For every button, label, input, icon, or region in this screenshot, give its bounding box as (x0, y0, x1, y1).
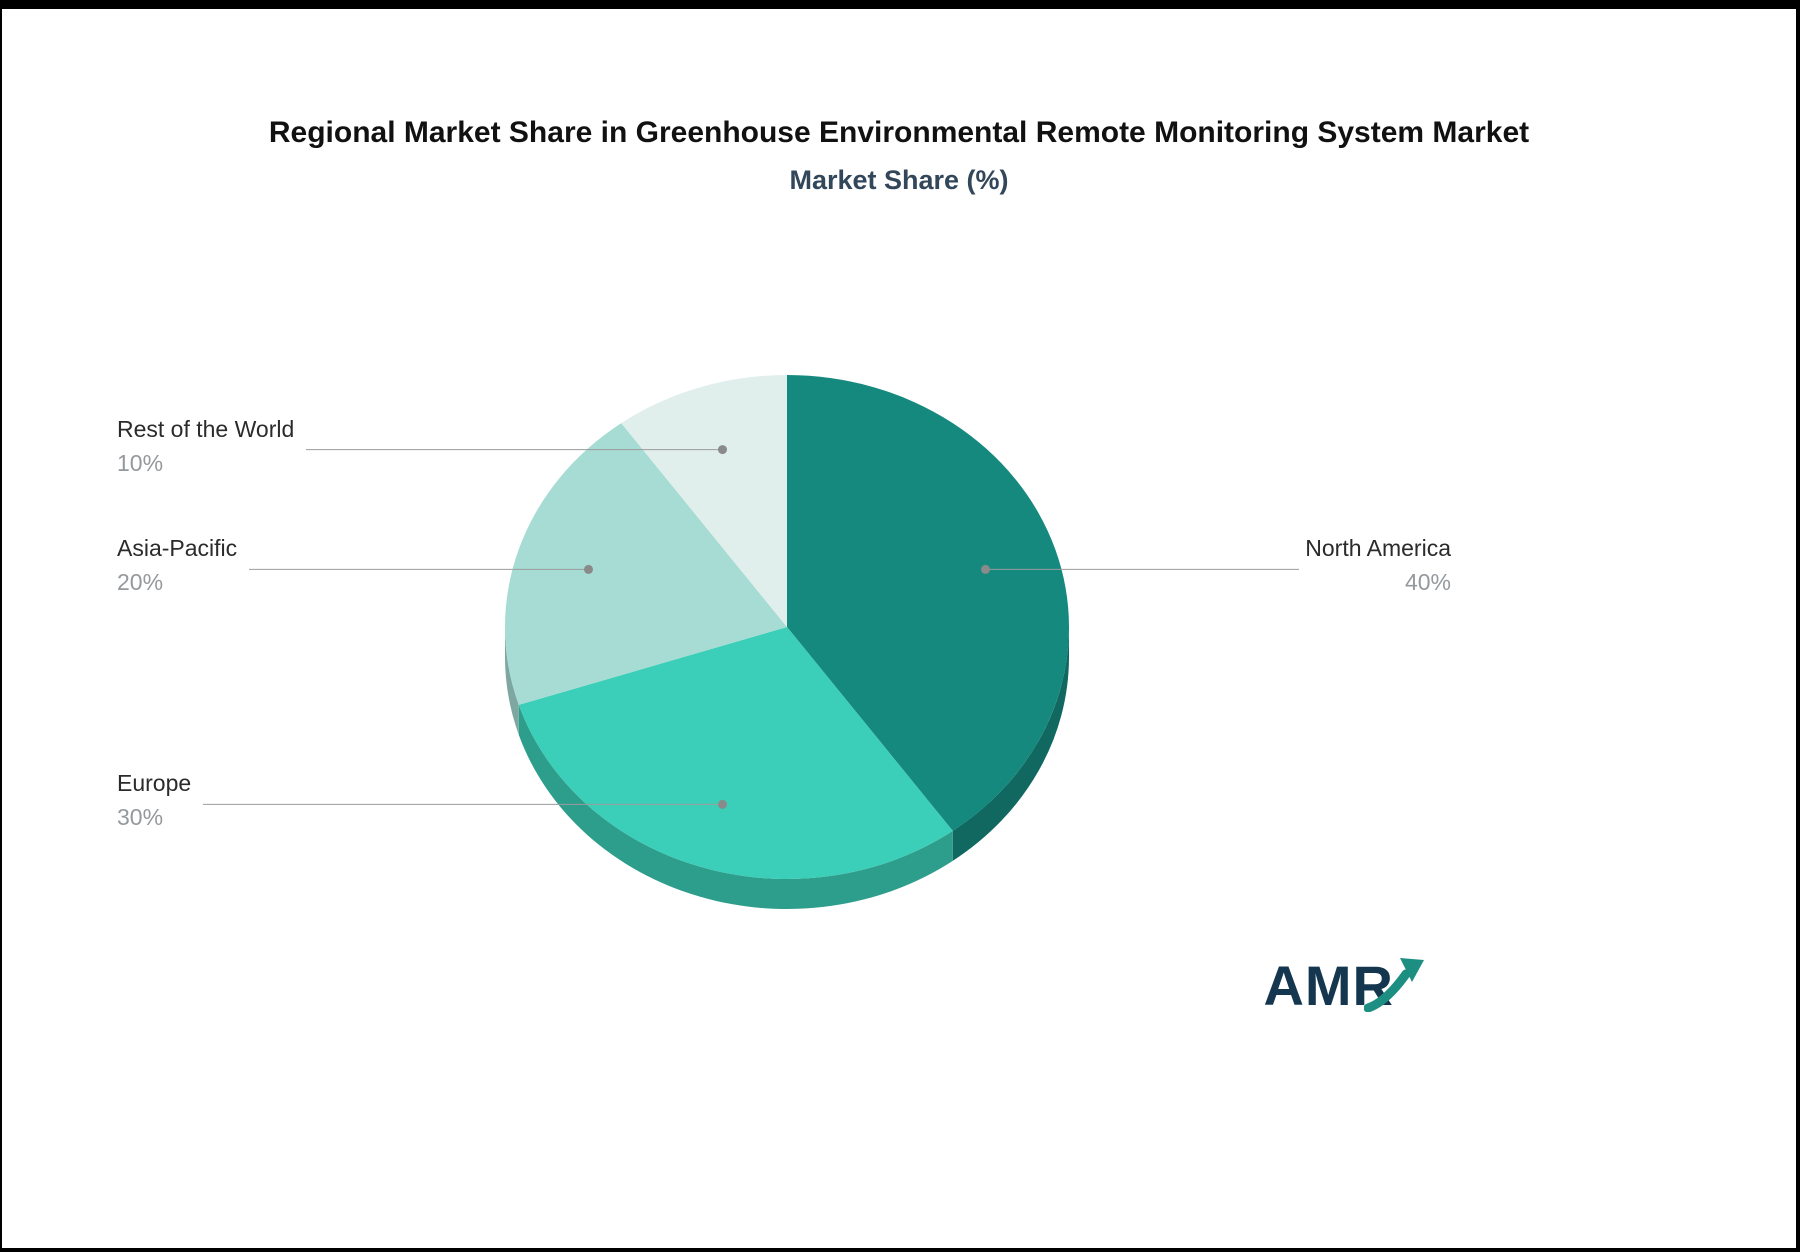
leader-dot (718, 799, 727, 809)
pie-slice-europe[interactable] (518, 627, 953, 880)
slice-value-row: 20% (117, 565, 237, 599)
leader-dot (584, 564, 593, 574)
slice-value-row: 40% (1305, 565, 1451, 599)
pie-slice-north-america[interactable] (787, 375, 1070, 831)
slice-label-row: Asia-Pacific (117, 531, 237, 565)
pie-slice-side-europe (518, 704, 953, 910)
amr-logo: AMR (1263, 953, 1426, 1018)
slice-label-row: Europe (117, 766, 191, 800)
amr-logo-arrow-icon (1364, 958, 1424, 1012)
chart-subtitle: Market Share (%) (789, 165, 1009, 195)
pie-slice-rest-of-the-world[interactable] (621, 375, 787, 627)
pie-slice-side-north-america (952, 627, 1069, 861)
slice-label: Europe (117, 770, 192, 797)
leader-dot (718, 445, 727, 455)
pie-slice-side-asia-pacific (505, 627, 519, 735)
slice-callout-rest-of-world: Rest of the World 10% (117, 412, 294, 480)
slice-callout-asia-pacific: Asia-Pacific 20% (117, 531, 237, 599)
slice-value: 10% (117, 449, 164, 476)
slice-value: 20% (117, 569, 164, 596)
slice-value-row: 30% (117, 800, 191, 834)
slice-label: North America (1305, 535, 1451, 562)
chart-header: Regional Market Share in Greenhouse Envi… (2, 9, 1796, 196)
slice-label: Asia-Pacific (117, 535, 238, 562)
slice-label: Rest of the World (117, 415, 295, 442)
chart-title: Regional Market Share in Greenhouse Envi… (268, 116, 1530, 149)
slice-callout-europe: Europe 30% (117, 766, 191, 834)
slice-value: 40% (1404, 569, 1451, 596)
slice-value-row: 10% (117, 446, 294, 480)
slice-callout-north-america: North America 40% (1305, 531, 1451, 599)
slice-label-row: North America (1305, 531, 1451, 565)
slice-label-row: Rest of the World (117, 412, 294, 446)
leader-dot (981, 564, 990, 574)
pie-chart-svg (203, 375, 1299, 910)
pie-slice-asia-pacific[interactable] (504, 423, 787, 705)
slice-value: 30% (117, 804, 164, 831)
